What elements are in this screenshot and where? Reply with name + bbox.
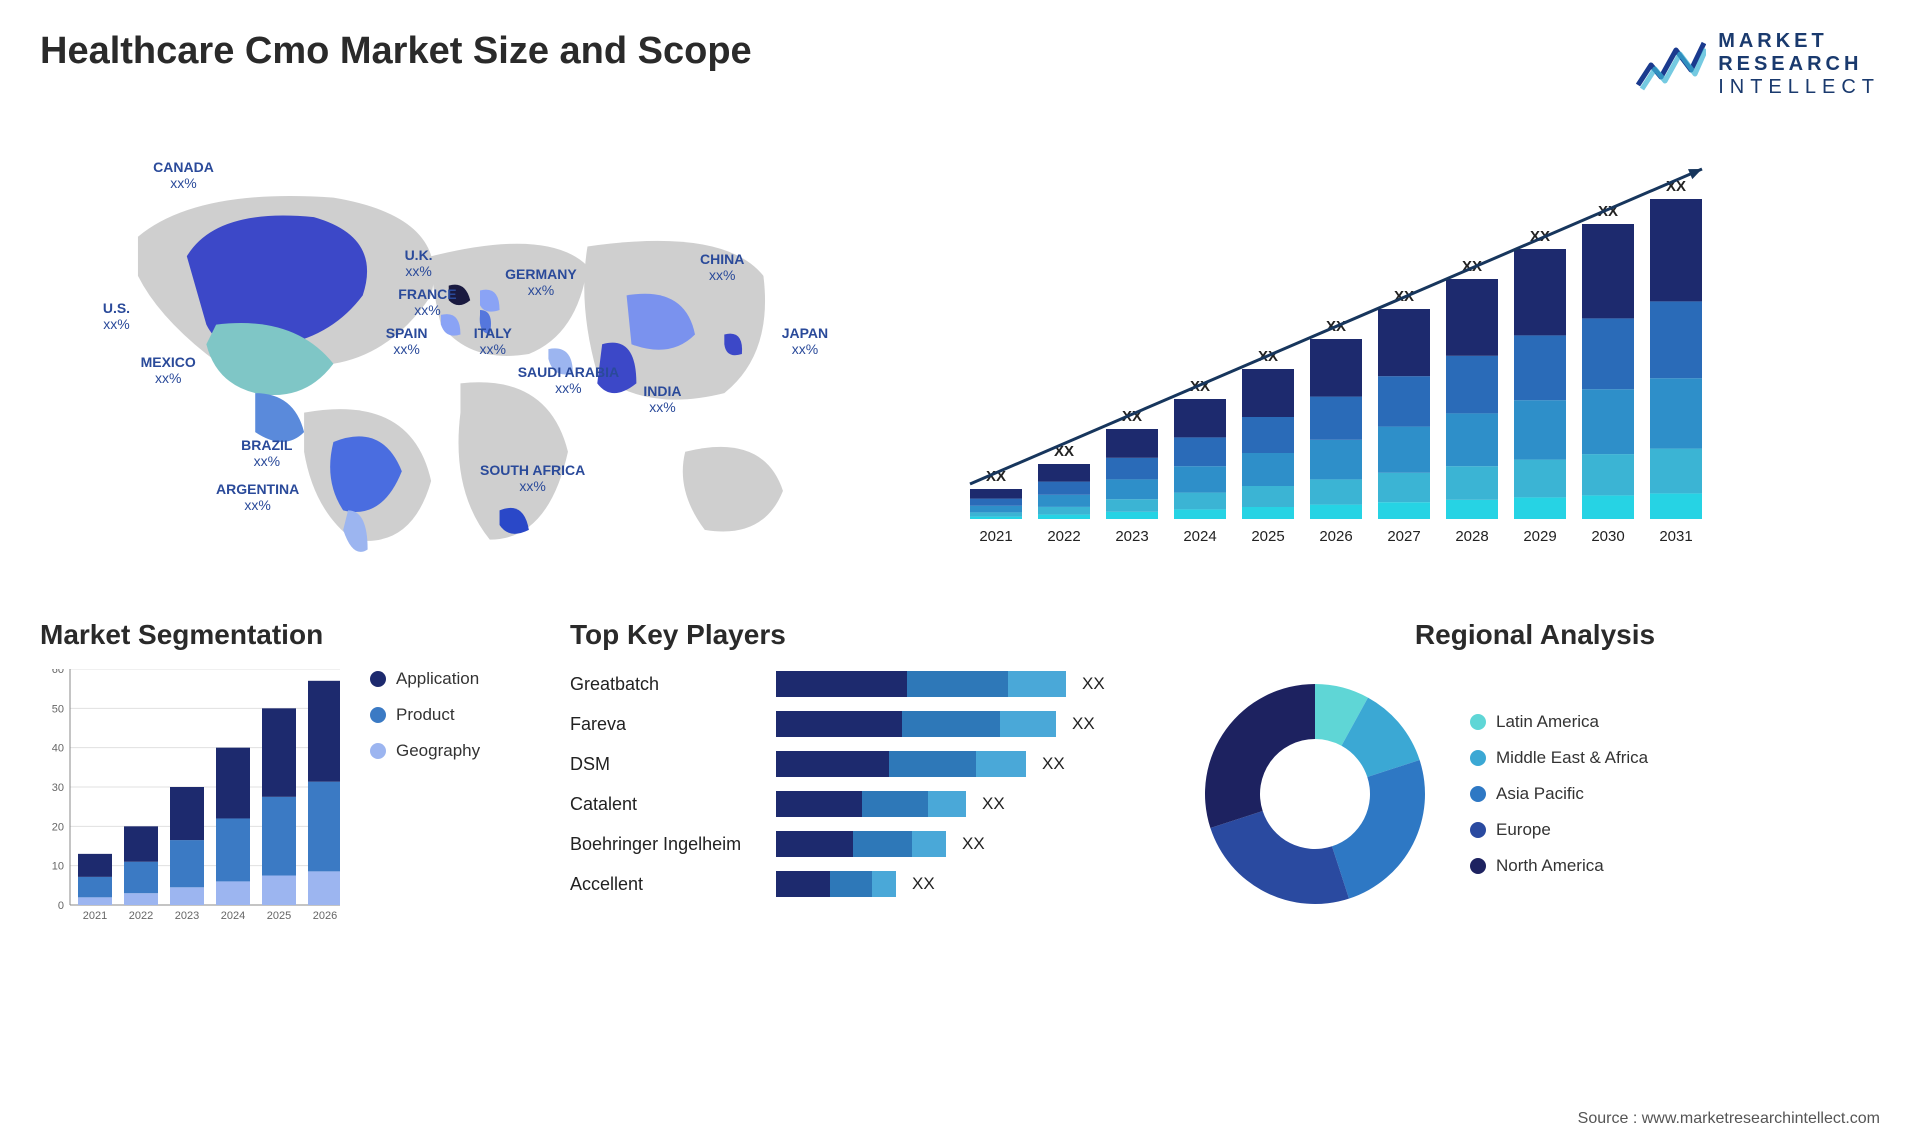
map-label-canada: CANADAxx%: [153, 159, 214, 191]
growth-bar-chart: XX2021XX2022XX2023XX2024XX2025XX2026XX20…: [960, 139, 1880, 569]
world-map: CANADAxx% U.S.xx% MEXICOxx% BRAZILxx% ARGENT…: [40, 139, 920, 569]
regional-legend-item: Latin America: [1470, 712, 1648, 732]
svg-text:0: 0: [58, 900, 64, 912]
regional-donut: [1190, 669, 1440, 919]
player-row: Boehringer Ingelheim XX: [570, 829, 1130, 859]
player-row: Greatbatch XX: [570, 669, 1130, 699]
regional-legend-item: North America: [1470, 856, 1648, 876]
svg-text:2021: 2021: [979, 528, 1012, 545]
map-label-brazil: BRAZILxx%: [241, 437, 292, 469]
player-bar: [776, 831, 946, 857]
seg-legend-item: Product: [370, 705, 480, 725]
player-bar: [776, 871, 896, 897]
map-label-spain: SPAINxx%: [386, 325, 428, 357]
player-bar: [776, 791, 966, 817]
segmentation-legend: Application Product Geography: [370, 669, 480, 929]
player-name: Catalent: [570, 794, 770, 815]
svg-text:10: 10: [52, 861, 64, 873]
svg-text:60: 60: [52, 669, 64, 676]
seg-legend-item: Application: [370, 669, 480, 689]
svg-text:30: 30: [52, 782, 64, 794]
map-label-argentina: ARGENTINAxx%: [216, 481, 299, 513]
player-name: DSM: [570, 754, 770, 775]
regional-title: Regional Analysis: [1190, 619, 1880, 651]
player-bar: [776, 671, 1066, 697]
svg-text:2029: 2029: [1523, 528, 1556, 545]
map-label-mexico: MEXICOxx%: [141, 354, 196, 386]
regional-legend: Latin America Middle East & Africa Asia Pa…: [1470, 712, 1648, 876]
player-name: Fareva: [570, 714, 770, 735]
svg-text:2024: 2024: [221, 910, 245, 922]
logo-line-2: RESEARCH: [1718, 53, 1880, 76]
svg-text:20: 20: [52, 821, 64, 833]
player-row: Catalent XX: [570, 789, 1130, 819]
map-label-japan: JAPANxx%: [782, 325, 828, 357]
seg-title: Market Segmentation: [40, 619, 510, 651]
svg-text:2024: 2024: [1183, 528, 1216, 545]
svg-text:2028: 2028: [1455, 528, 1488, 545]
player-name: Accellent: [570, 874, 770, 895]
player-value: XX: [912, 874, 935, 894]
player-value: XX: [1082, 674, 1105, 694]
player-value: XX: [1072, 714, 1095, 734]
player-row: Accellent XX: [570, 869, 1130, 899]
player-value: XX: [962, 834, 985, 854]
source-text: Source : www.marketresearchintellect.com: [1578, 1110, 1880, 1128]
segmentation-chart: 0 10 20 30 40 50 60 2021 2022 2023 2024 2025 2026: [40, 669, 340, 929]
svg-text:2023: 2023: [175, 910, 199, 922]
players-title: Top Key Players: [570, 619, 1130, 651]
map-label-u.s.: U.S.xx%: [103, 300, 130, 332]
svg-text:2027: 2027: [1387, 528, 1420, 545]
svg-text:2026: 2026: [313, 910, 337, 922]
player-row: DSM XX: [570, 749, 1130, 779]
seg-legend-item: Geography: [370, 741, 480, 761]
map-label-india: INDIAxx%: [643, 383, 681, 415]
svg-text:2031: 2031: [1659, 528, 1692, 545]
map-label-saudi-arabia: SAUDI ARABIAxx%: [518, 364, 619, 396]
svg-text:40: 40: [52, 743, 64, 755]
svg-text:2023: 2023: [1115, 528, 1148, 545]
regional-legend-item: Middle East & Africa: [1470, 748, 1648, 768]
map-label-germany: GERMANYxx%: [505, 266, 577, 298]
map-label-italy: ITALYxx%: [474, 325, 512, 357]
player-bar: [776, 751, 1026, 777]
player-row: Fareva XX: [570, 709, 1130, 739]
logo-line-3: INTELLECT: [1718, 76, 1880, 99]
brand-logo: MARKET RESEARCH INTELLECT: [1636, 30, 1880, 99]
svg-text:2026: 2026: [1319, 528, 1352, 545]
map-label-china: CHINAxx%: [700, 251, 744, 283]
svg-text:2025: 2025: [267, 910, 291, 922]
player-bar: [776, 711, 1056, 737]
regional-legend-item: Europe: [1470, 820, 1648, 840]
player-value: XX: [1042, 754, 1065, 774]
svg-text:2022: 2022: [1047, 528, 1080, 545]
svg-text:2021: 2021: [83, 910, 107, 922]
svg-text:2030: 2030: [1591, 528, 1624, 545]
players-list: GreatbatchXXFarevaXXDSMXXCatalentXXBoehr…: [570, 669, 1130, 899]
map-label-france: FRANCExx%: [398, 286, 456, 318]
svg-text:50: 50: [52, 703, 64, 715]
player-name: Greatbatch: [570, 674, 770, 695]
logo-line-1: MARKET: [1718, 30, 1880, 53]
svg-text:2025: 2025: [1251, 528, 1284, 545]
player-value: XX: [982, 794, 1005, 814]
map-label-u.k.: U.K.xx%: [405, 247, 433, 279]
regional-legend-item: Asia Pacific: [1470, 784, 1648, 804]
logo-icon: [1636, 35, 1706, 95]
svg-text:2022: 2022: [129, 910, 153, 922]
page-title: Healthcare Cmo Market Size and Scope: [40, 30, 752, 73]
map-label-south-africa: SOUTH AFRICAxx%: [480, 462, 585, 494]
player-name: Boehringer Ingelheim: [570, 834, 770, 855]
